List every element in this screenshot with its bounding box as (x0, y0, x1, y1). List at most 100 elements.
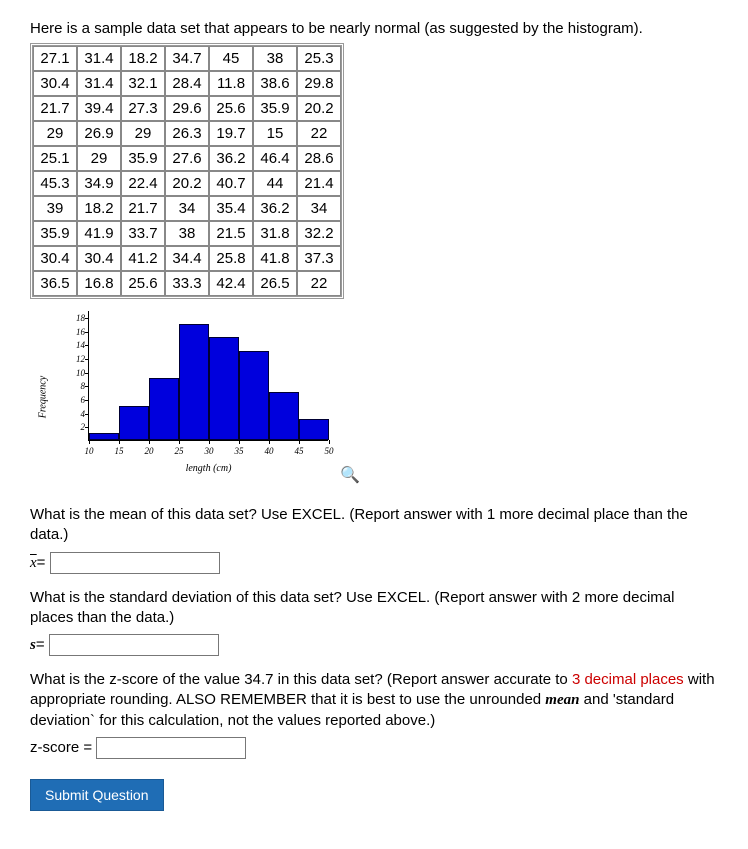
q1-answer-row: x= (30, 552, 718, 574)
table-cell: 34.9 (77, 171, 121, 196)
y-tick-mark (85, 386, 89, 387)
table-cell: 40.7 (209, 171, 253, 196)
x-tick-label: 45 (295, 446, 304, 456)
x-axis-label: length (cm) (186, 463, 232, 474)
table-cell: 45.3 (33, 171, 77, 196)
q3-mean-word: mean (545, 692, 579, 708)
table-cell: 21.5 (209, 221, 253, 246)
q1-text: What is the mean of this data set? Use E… (30, 505, 718, 546)
table-cell: 25.1 (33, 146, 77, 171)
y-tick-mark (85, 345, 89, 346)
plot-area: length (cm) 2468101214161810152025303540… (88, 311, 328, 441)
table-cell: 41.8 (253, 246, 297, 271)
y-axis-label: Frequency (38, 376, 49, 418)
table-cell: 35.9 (33, 221, 77, 246)
histogram-chart: Frequency length (cm) 246810121416181015… (30, 307, 350, 487)
y-tick-mark (85, 332, 89, 333)
table-cell: 45 (209, 46, 253, 71)
q3-text: What is the z-score of the value 34.7 in… (30, 670, 718, 731)
zscore-input[interactable] (96, 737, 246, 759)
x-tick-mark (149, 440, 150, 444)
table-cell: 16.8 (77, 271, 121, 296)
table-cell: 22 (297, 121, 341, 146)
histogram-bar (269, 392, 299, 440)
table-cell: 38.6 (253, 71, 297, 96)
table-cell: 25.6 (121, 271, 165, 296)
table-cell: 27.6 (165, 146, 209, 171)
table-cell: 32.1 (121, 71, 165, 96)
x-tick-label: 15 (115, 446, 124, 456)
table-cell: 41.2 (121, 246, 165, 271)
zscore-label: z-score = (30, 739, 92, 756)
x-tick-mark (299, 440, 300, 444)
table-cell: 34 (297, 196, 341, 221)
y-tick-label: 4 (63, 409, 85, 419)
table-row: 27.131.418.234.7453825.3 (33, 46, 341, 71)
table-row: 3918.221.73435.436.234 (33, 196, 341, 221)
q3-answer-row: z-score = (30, 737, 718, 759)
histogram-bar (149, 378, 179, 440)
table-row: 2926.92926.319.71522 (33, 121, 341, 146)
table-cell: 29 (121, 121, 165, 146)
y-tick-mark (85, 414, 89, 415)
table-row: 21.739.427.329.625.635.920.2 (33, 96, 341, 121)
y-tick-mark (85, 318, 89, 319)
table-cell: 39.4 (77, 96, 121, 121)
x-tick-mark (329, 440, 330, 444)
table-cell: 30.4 (33, 71, 77, 96)
table-row: 25.12935.927.636.246.428.6 (33, 146, 341, 171)
table-cell: 21.4 (297, 171, 341, 196)
histogram-bar (119, 406, 149, 440)
mean-input[interactable] (50, 552, 220, 574)
histogram-bar (299, 419, 329, 440)
table-cell: 27.1 (33, 46, 77, 71)
table-cell: 31.4 (77, 46, 121, 71)
y-tick-label: 18 (63, 313, 85, 323)
x-tick-label: 35 (235, 446, 244, 456)
y-tick-mark (85, 400, 89, 401)
table-cell: 41.9 (77, 221, 121, 246)
histogram-bar (179, 324, 209, 440)
table-cell: 19.7 (209, 121, 253, 146)
y-tick-label: 2 (63, 422, 85, 432)
y-tick-label: 6 (63, 395, 85, 405)
table-cell: 38 (253, 46, 297, 71)
table-cell: 31.8 (253, 221, 297, 246)
y-tick-label: 14 (63, 340, 85, 350)
table-cell: 34.7 (165, 46, 209, 71)
table-row: 30.430.441.234.425.841.837.3 (33, 246, 341, 271)
eq2: = (36, 636, 45, 653)
y-tick-label: 8 (63, 381, 85, 391)
table-cell: 25.8 (209, 246, 253, 271)
submit-button[interactable]: Submit Question (30, 779, 164, 811)
x-tick-mark (209, 440, 210, 444)
table-cell: 35.9 (121, 146, 165, 171)
table-cell: 34 (165, 196, 209, 221)
table-cell: 44 (253, 171, 297, 196)
table-cell: 20.2 (165, 171, 209, 196)
mean-symbol: x (30, 554, 37, 570)
x-tick-label: 20 (145, 446, 154, 456)
table-row: 36.516.825.633.342.426.522 (33, 271, 341, 296)
x-tick-label: 25 (175, 446, 184, 456)
table-cell: 22.4 (121, 171, 165, 196)
y-tick-mark (85, 373, 89, 374)
table-cell: 38 (165, 221, 209, 246)
table-cell: 27.3 (121, 96, 165, 121)
sd-input[interactable] (49, 634, 219, 656)
q2-text: What is the standard deviation of this d… (30, 588, 718, 629)
table-cell: 30.4 (77, 246, 121, 271)
x-tick-label: 50 (325, 446, 334, 456)
table-cell: 28.4 (165, 71, 209, 96)
histogram-bar (209, 337, 239, 440)
magnify-icon[interactable]: 🔍 (340, 465, 360, 485)
eq1: = (37, 553, 46, 570)
table-cell: 18.2 (121, 46, 165, 71)
y-tick-label: 10 (63, 368, 85, 378)
table-cell: 26.9 (77, 121, 121, 146)
table-cell: 33.3 (165, 271, 209, 296)
histogram-bar (89, 433, 119, 440)
table-cell: 37.3 (297, 246, 341, 271)
table-cell: 29 (77, 146, 121, 171)
table-cell: 34.4 (165, 246, 209, 271)
